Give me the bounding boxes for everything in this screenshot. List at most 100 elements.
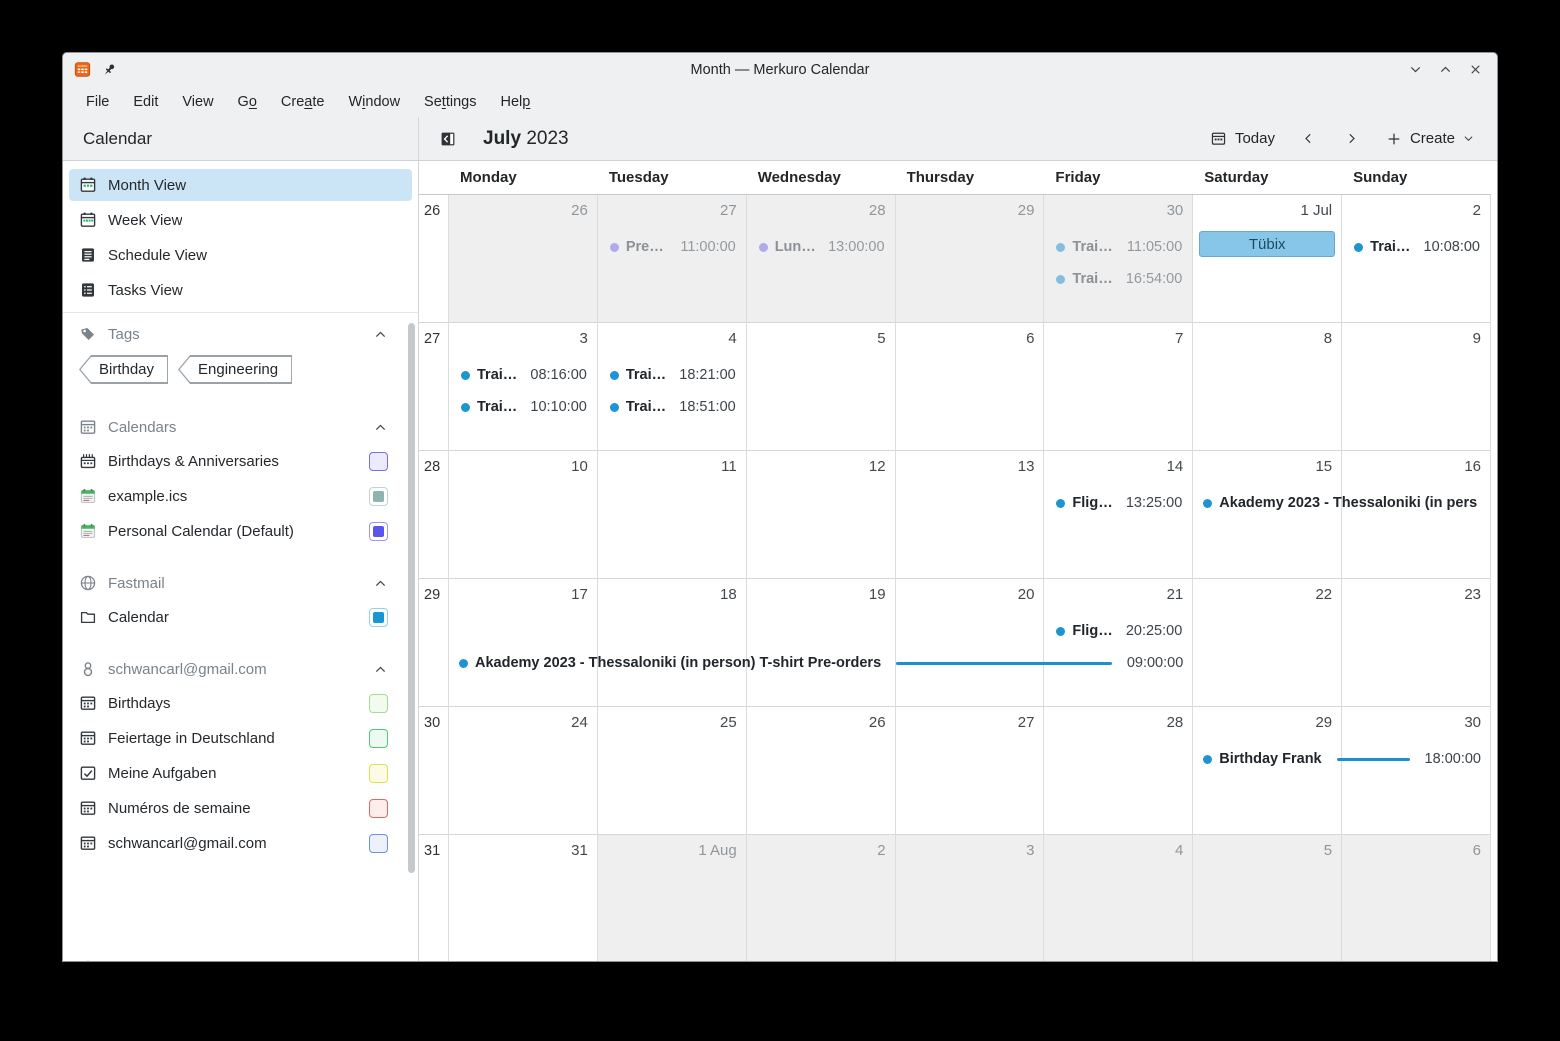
chevron-up-icon[interactable] xyxy=(373,662,388,677)
minimize-button[interactable] xyxy=(1405,60,1425,80)
collapse-sidebar-button[interactable] xyxy=(431,124,465,154)
day-cell-30[interactable]: 30 Trai… 11:05:00 Trai… 16:54:00 xyxy=(1044,195,1194,323)
section-header-calendars[interactable]: Calendars xyxy=(69,412,412,442)
chevron-up-icon[interactable] xyxy=(373,420,388,435)
menu-item-help[interactable]: Help xyxy=(500,93,531,110)
previous-month-button[interactable] xyxy=(1291,125,1326,152)
calendar-item-feiertage-in-deutschland[interactable]: Feiertage in Deutschland xyxy=(69,722,412,754)
event[interactable]: Trai… 11:05:00 xyxy=(1044,231,1192,263)
sidebar-item-schedule-view[interactable]: Schedule View xyxy=(69,239,412,271)
day-cell-17[interactable]: 17 xyxy=(449,579,598,707)
sidebar-item-week-view[interactable]: Week View xyxy=(69,204,412,236)
calendar-checkbox[interactable] xyxy=(369,763,388,783)
day-cell-13[interactable]: 13 xyxy=(895,451,1045,579)
day-cell-2[interactable]: 2 xyxy=(746,835,896,961)
day-cell-28[interactable]: 28 Lun… 13:00:00 xyxy=(746,195,896,323)
day-cell-25[interactable]: 25 xyxy=(597,707,747,835)
day-cell-7[interactable]: 7 xyxy=(1044,323,1194,451)
tag-chip-birthday[interactable]: Birthday xyxy=(79,355,169,384)
day-cell-19[interactable]: 19 xyxy=(746,579,896,707)
day-cell-8[interactable]: 8 xyxy=(1193,323,1343,451)
calendar-checkbox[interactable] xyxy=(369,693,388,713)
calendar-checkbox[interactable] xyxy=(369,451,388,471)
calendar-checkbox[interactable] xyxy=(369,728,388,748)
calendar-item-schwancarl-gmail-com[interactable]: schwancarl@gmail.com xyxy=(69,827,412,859)
menu-item-go[interactable]: Go xyxy=(237,93,257,110)
titlebar[interactable]: Month — Merkuro Calendar xyxy=(63,53,1497,86)
event[interactable]: Pre… 11:00:00 xyxy=(598,231,746,263)
section-header-fastmail[interactable]: Fastmail xyxy=(69,568,412,598)
day-cell-1-jul[interactable]: 1 Jul Tübix xyxy=(1193,195,1343,323)
event[interactable]: Trai… 08:16:00 xyxy=(449,359,597,391)
day-cell-23[interactable]: 23 xyxy=(1342,579,1491,707)
day-cell-26[interactable]: 26 xyxy=(449,195,598,323)
event[interactable]: Flig… 20:25:00 xyxy=(1044,615,1192,647)
event[interactable]: Trai… 10:08:00 xyxy=(1342,231,1490,263)
event[interactable]: Trai… 16:54:00 xyxy=(1044,263,1192,295)
maximize-button[interactable] xyxy=(1435,60,1455,80)
menu-item-file[interactable]: File xyxy=(86,93,110,110)
day-cell-3[interactable]: 3 xyxy=(895,835,1045,961)
calendar-item-example-ics[interactable]: example.ics xyxy=(69,480,412,512)
calendar-checkbox[interactable] xyxy=(369,607,388,627)
event-pill-t-bix[interactable]: Tübix xyxy=(1199,231,1336,257)
day-cell-29[interactable]: 29 xyxy=(1193,707,1343,835)
create-button[interactable]: Create xyxy=(1377,124,1483,154)
calendar-checkbox[interactable] xyxy=(369,833,388,853)
menu-item-settings[interactable]: Settings xyxy=(424,93,477,110)
day-cell-15[interactable]: 15 xyxy=(1193,451,1343,579)
day-cell-11[interactable]: 11 xyxy=(597,451,747,579)
day-cell-4[interactable]: 4 Trai… 18:21:00 Trai… 18:51:00 xyxy=(597,323,747,451)
day-cell-31[interactable]: 31 xyxy=(449,835,598,961)
today-button[interactable]: Today xyxy=(1202,124,1283,154)
event[interactable]: Trai… 18:51:00 xyxy=(598,391,746,423)
day-cell-20[interactable]: 20 xyxy=(895,579,1045,707)
day-cell-30[interactable]: 30 xyxy=(1342,707,1491,835)
section-header-gmail[interactable]: schwancarl@gmail.com xyxy=(69,654,412,684)
chevron-up-icon[interactable] xyxy=(373,576,388,591)
day-cell-10[interactable]: 10 xyxy=(449,451,598,579)
calendar-checkbox[interactable] xyxy=(369,798,388,818)
event[interactable]: Flig… 13:25:00 xyxy=(1044,487,1192,519)
day-cell-6[interactable]: 6 xyxy=(895,323,1045,451)
day-cell-4[interactable]: 4 xyxy=(1044,835,1194,961)
section-header-tags[interactable]: Tags xyxy=(69,319,412,349)
multiday-event-akademy-2023-the[interactable]: Akademy 2023 - Thessaloniki (in person) … xyxy=(459,647,1183,679)
day-cell-27[interactable]: 27 Pre… 11:00:00 xyxy=(597,195,747,323)
next-month-button[interactable] xyxy=(1334,125,1369,152)
calendar-item-meine-aufgaben[interactable]: Meine Aufgaben xyxy=(69,757,412,789)
event[interactable]: Trai… 10:10:00 xyxy=(449,391,597,423)
day-cell-6[interactable]: 6 xyxy=(1342,835,1491,961)
day-cell-18[interactable]: 18 xyxy=(597,579,747,707)
sidebar-scrollbar[interactable] xyxy=(408,323,415,873)
day-cell-16[interactable]: 16 xyxy=(1342,451,1491,579)
day-cell-3[interactable]: 3 Trai… 08:16:00 Trai… 10:10:00 xyxy=(449,323,598,451)
menu-item-edit[interactable]: Edit xyxy=(133,93,159,110)
sidebar-item-tasks-view[interactable]: Tasks View xyxy=(69,274,412,306)
calendar-item-birthdays-anniversaries[interactable]: Birthdays & Anniversaries xyxy=(69,445,412,477)
sidebar-partial-section[interactable]: S xyxy=(69,953,418,961)
day-cell-2[interactable]: 2 Trai… 10:08:00 xyxy=(1342,195,1491,323)
day-cell-1-aug[interactable]: 1 Aug xyxy=(597,835,747,961)
sidebar-item-month-view[interactable]: Month View xyxy=(69,169,412,201)
event[interactable]: Trai… 18:21:00 xyxy=(598,359,746,391)
menu-item-create[interactable]: Create xyxy=(280,93,325,110)
menu-item-view[interactable]: View xyxy=(182,93,214,110)
chevron-up-icon[interactable] xyxy=(373,327,388,342)
calendar-item-calendar[interactable]: Calendar xyxy=(69,601,412,633)
multiday-event-akademy-2023-the[interactable]: Akademy 2023 - Thessaloniki (in pers xyxy=(1203,487,1491,519)
day-cell-29[interactable]: 29 xyxy=(895,195,1045,323)
day-cell-5[interactable]: 5 xyxy=(1193,835,1343,961)
tag-chip-engineering[interactable]: Engineering xyxy=(178,355,293,384)
multiday-event-birthday-frank[interactable]: Birthday Frank 18:00:00 xyxy=(1203,743,1481,775)
day-cell-26[interactable]: 26 xyxy=(746,707,896,835)
calendar-checkbox[interactable] xyxy=(369,521,388,541)
day-cell-14[interactable]: 14 Flig… 13:25:00 xyxy=(1044,451,1194,579)
day-cell-27[interactable]: 27 xyxy=(895,707,1045,835)
day-cell-24[interactable]: 24 xyxy=(449,707,598,835)
calendar-item-num-ros-de-semaine[interactable]: Numéros de semaine xyxy=(69,792,412,824)
day-cell-21[interactable]: 21 Flig… 20:25:00 xyxy=(1044,579,1194,707)
calendar-item-birthdays[interactable]: Birthdays xyxy=(69,687,412,719)
close-button[interactable] xyxy=(1465,60,1485,80)
day-cell-9[interactable]: 9 xyxy=(1342,323,1491,451)
